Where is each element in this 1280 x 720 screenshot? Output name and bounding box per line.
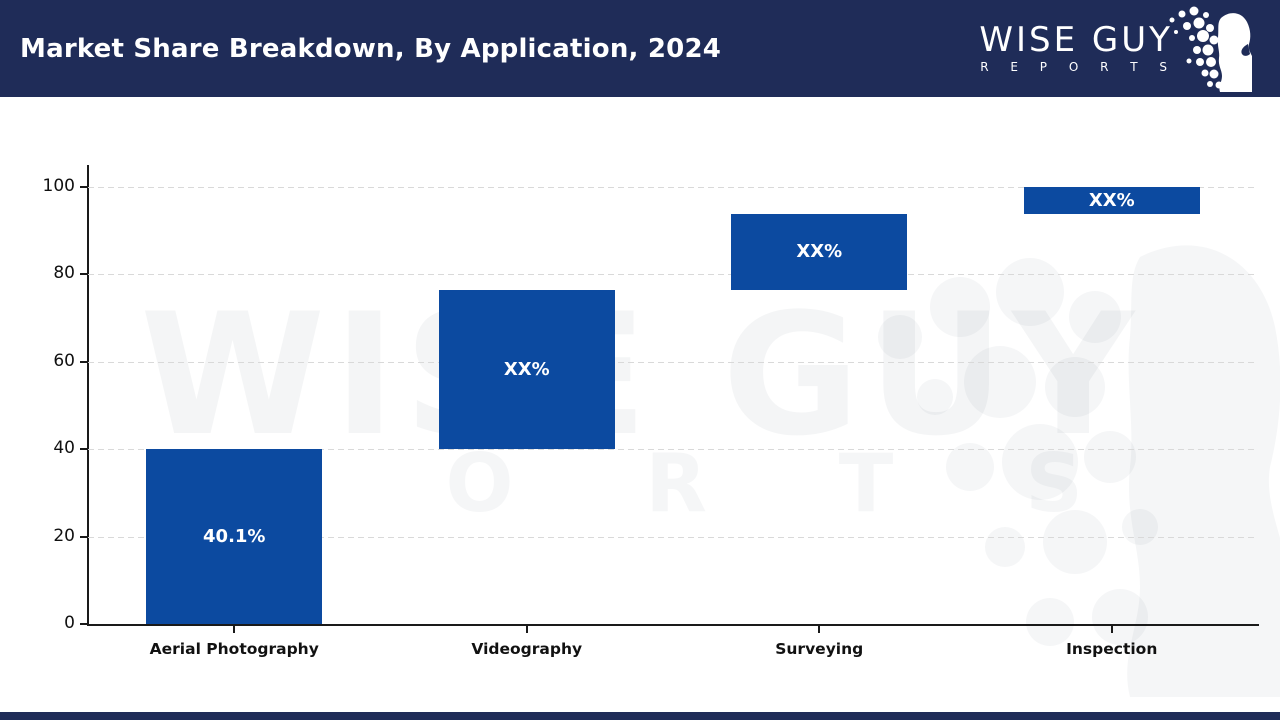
bar-value-label: XX% <box>503 358 550 380</box>
y-tick-0 <box>80 623 87 625</box>
y-tick-label-40: 40 <box>53 438 75 459</box>
gridline-40 <box>88 449 1258 451</box>
gridline-20 <box>88 536 1258 538</box>
y-tick-label-80: 80 <box>53 263 75 284</box>
bar-videography: XX% <box>438 289 615 449</box>
gridline-60 <box>88 361 1258 363</box>
header-bar: Market Share Breakdown, By Application, … <box>0 0 1280 97</box>
brand-name: WISE GUY <box>979 20 1173 60</box>
waterfall-chart: 0 20 40 60 80 100 40.1% Aerial Photography XX% Vi… <box>0 97 1280 712</box>
y-tick-100 <box>80 186 87 188</box>
bar-aerial-photography: 40.1% <box>146 448 323 624</box>
bar-value-label: XX% <box>796 241 843 263</box>
y-tick-label-20: 20 <box>53 525 75 546</box>
dotted-head-profile-icon <box>1169 6 1252 92</box>
x-tick-1 <box>525 626 528 633</box>
bar-surveying: XX% <box>731 213 908 290</box>
x-category-label: Surveying <box>775 640 864 658</box>
x-category-label: Videography <box>471 640 583 658</box>
x-tick-3 <box>1110 626 1113 633</box>
bar-inspection: XX% <box>1023 187 1200 214</box>
brand-logo: WISE GUY R E P O R T S <box>976 6 1252 92</box>
gridline-100 <box>88 187 1258 188</box>
y-axis <box>87 165 89 626</box>
brand-subtitle: R E P O R T S <box>980 60 1176 74</box>
y-tick-20 <box>80 535 87 538</box>
page-title: Market Share Breakdown, By Application, … <box>20 33 722 64</box>
y-tick-label-60: 60 <box>53 350 75 371</box>
brand-logo-text: WISE GUY R E P O R T S <box>976 23 1176 74</box>
y-tick-60 <box>80 360 87 363</box>
x-axis <box>87 624 1259 626</box>
x-tick-2 <box>818 626 821 633</box>
y-tick-label-0: 0 <box>64 613 75 633</box>
x-category-label: Inspection <box>1066 640 1158 658</box>
bar-value-label: XX% <box>1088 189 1135 211</box>
y-tick-40 <box>80 448 87 451</box>
bar-value-label: 40.1% <box>203 525 266 547</box>
y-tick-80 <box>80 273 87 276</box>
gridline-80 <box>88 274 1258 276</box>
x-category-label: Aerial Photography <box>149 640 319 658</box>
y-tick-label-100: 100 <box>42 176 75 196</box>
x-tick-0 <box>233 626 236 633</box>
footer-bar <box>0 712 1280 720</box>
